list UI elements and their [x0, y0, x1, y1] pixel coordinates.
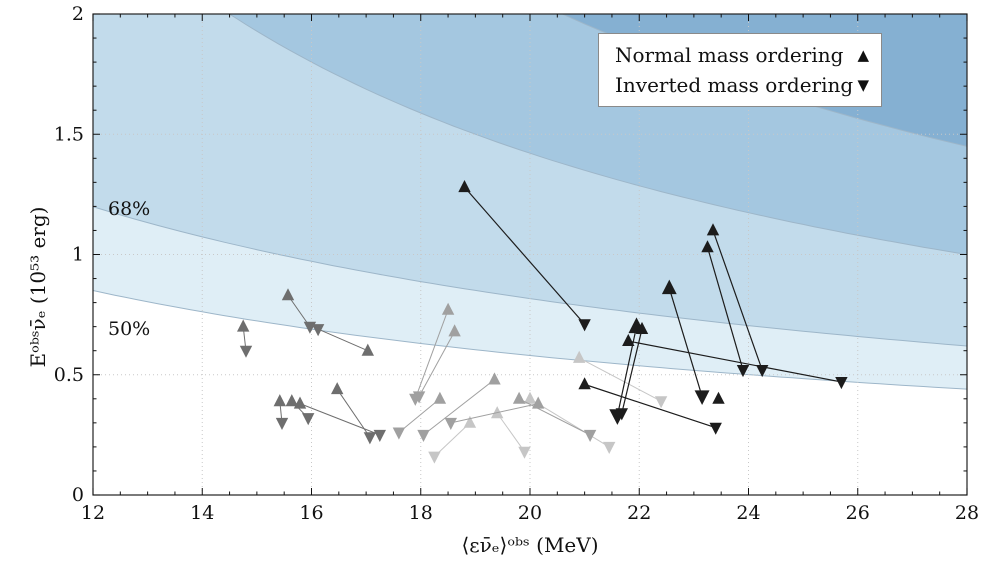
- marker-inverted: [417, 429, 430, 442]
- marker-inverted: [615, 408, 628, 421]
- confidence-label-68: 68%: [108, 198, 151, 220]
- gridlines: [93, 14, 967, 495]
- marker-normal: [458, 180, 471, 193]
- marker-inverted: [583, 429, 597, 442]
- marker-normal: [706, 223, 720, 236]
- triangle-up-icon: ▲: [857, 45, 869, 64]
- marker-normal: [488, 372, 501, 385]
- svg-text:14: 14: [190, 502, 214, 524]
- legend-entry-inverted: Inverted mass ordering ▼: [615, 70, 869, 100]
- svg-text:16: 16: [299, 502, 323, 524]
- marker-normal: [712, 391, 725, 404]
- x-axis-label: ⟨εν̄ₑ⟩ᵒᵇˢ (MeV): [461, 533, 599, 557]
- marker-inverted: [392, 427, 406, 440]
- svg-text:18: 18: [409, 502, 433, 524]
- marker-inverted: [736, 365, 750, 378]
- marker-inverted: [444, 417, 457, 430]
- marker-normal: [441, 302, 455, 315]
- legend-label-inverted: Inverted mass ordering: [615, 73, 854, 97]
- marker-normal: [285, 394, 298, 407]
- svg-text:0: 0: [72, 484, 84, 506]
- marker-inverted: [518, 446, 531, 459]
- marker-normal: [512, 391, 526, 404]
- marker-inverted: [412, 391, 426, 404]
- svg-text:1: 1: [72, 244, 84, 266]
- marker-inverted: [756, 365, 769, 378]
- legend: Normal mass ordering ▲ Inverted mass ord…: [598, 33, 882, 107]
- marker-normal: [448, 324, 461, 337]
- marker-inverted: [239, 345, 253, 358]
- marker-inverted: [311, 324, 325, 337]
- marker-inverted: [373, 429, 386, 442]
- marker-inverted: [428, 451, 441, 464]
- marker-normal: [622, 333, 635, 346]
- marker-normal: [273, 394, 286, 407]
- svg-text:0.5: 0.5: [54, 364, 84, 386]
- marker-normal: [463, 415, 477, 428]
- marker-normal: [433, 391, 447, 404]
- tick-labels: 12 14 16 18 20 22 24 26 28 0 0.5 1 1.5 2: [54, 3, 979, 524]
- svg-text:2: 2: [72, 3, 84, 25]
- marker-inverted: [578, 319, 591, 332]
- marker-inverted: [302, 413, 315, 426]
- marker-normal: [237, 319, 250, 332]
- triangle-down-icon: ▼: [857, 75, 869, 94]
- legend-label-normal: Normal mass ordering: [615, 43, 844, 67]
- svg-text:1.5: 1.5: [54, 123, 84, 145]
- marker-inverted: [363, 432, 377, 445]
- svg-text:26: 26: [846, 502, 870, 524]
- marker-normal: [578, 377, 591, 390]
- marker-normal: [573, 350, 586, 363]
- marker-normal: [293, 396, 307, 409]
- svg-text:12: 12: [81, 502, 105, 524]
- marker-inverted: [275, 417, 289, 430]
- axis-ticks: [92, 13, 968, 496]
- marker-normal: [361, 343, 374, 356]
- marker-normal: [532, 396, 545, 409]
- marker-inverted: [835, 377, 848, 390]
- data-series: [237, 180, 848, 464]
- marker-inverted: [694, 390, 710, 405]
- marker-normal: [635, 321, 649, 334]
- svg-text:24: 24: [736, 502, 760, 524]
- marker-normal: [281, 288, 295, 301]
- svg-text:28: 28: [955, 502, 979, 524]
- confidence-label-50: 50%: [108, 318, 151, 340]
- marker-normal: [701, 240, 714, 253]
- marker-inverted: [654, 396, 668, 409]
- marker-inverted: [709, 422, 722, 435]
- svg-text:20: 20: [518, 502, 542, 524]
- marker-normal: [661, 279, 677, 295]
- marker-normal: [523, 391, 537, 404]
- legend-entry-normal: Normal mass ordering ▲: [615, 40, 869, 70]
- marker-normal: [331, 382, 344, 395]
- svg-text:22: 22: [627, 502, 651, 524]
- y-axis-label: Eᵒᵇˢν̄ₑ (10⁵³ erg): [26, 206, 50, 368]
- marker-inverted: [603, 441, 616, 454]
